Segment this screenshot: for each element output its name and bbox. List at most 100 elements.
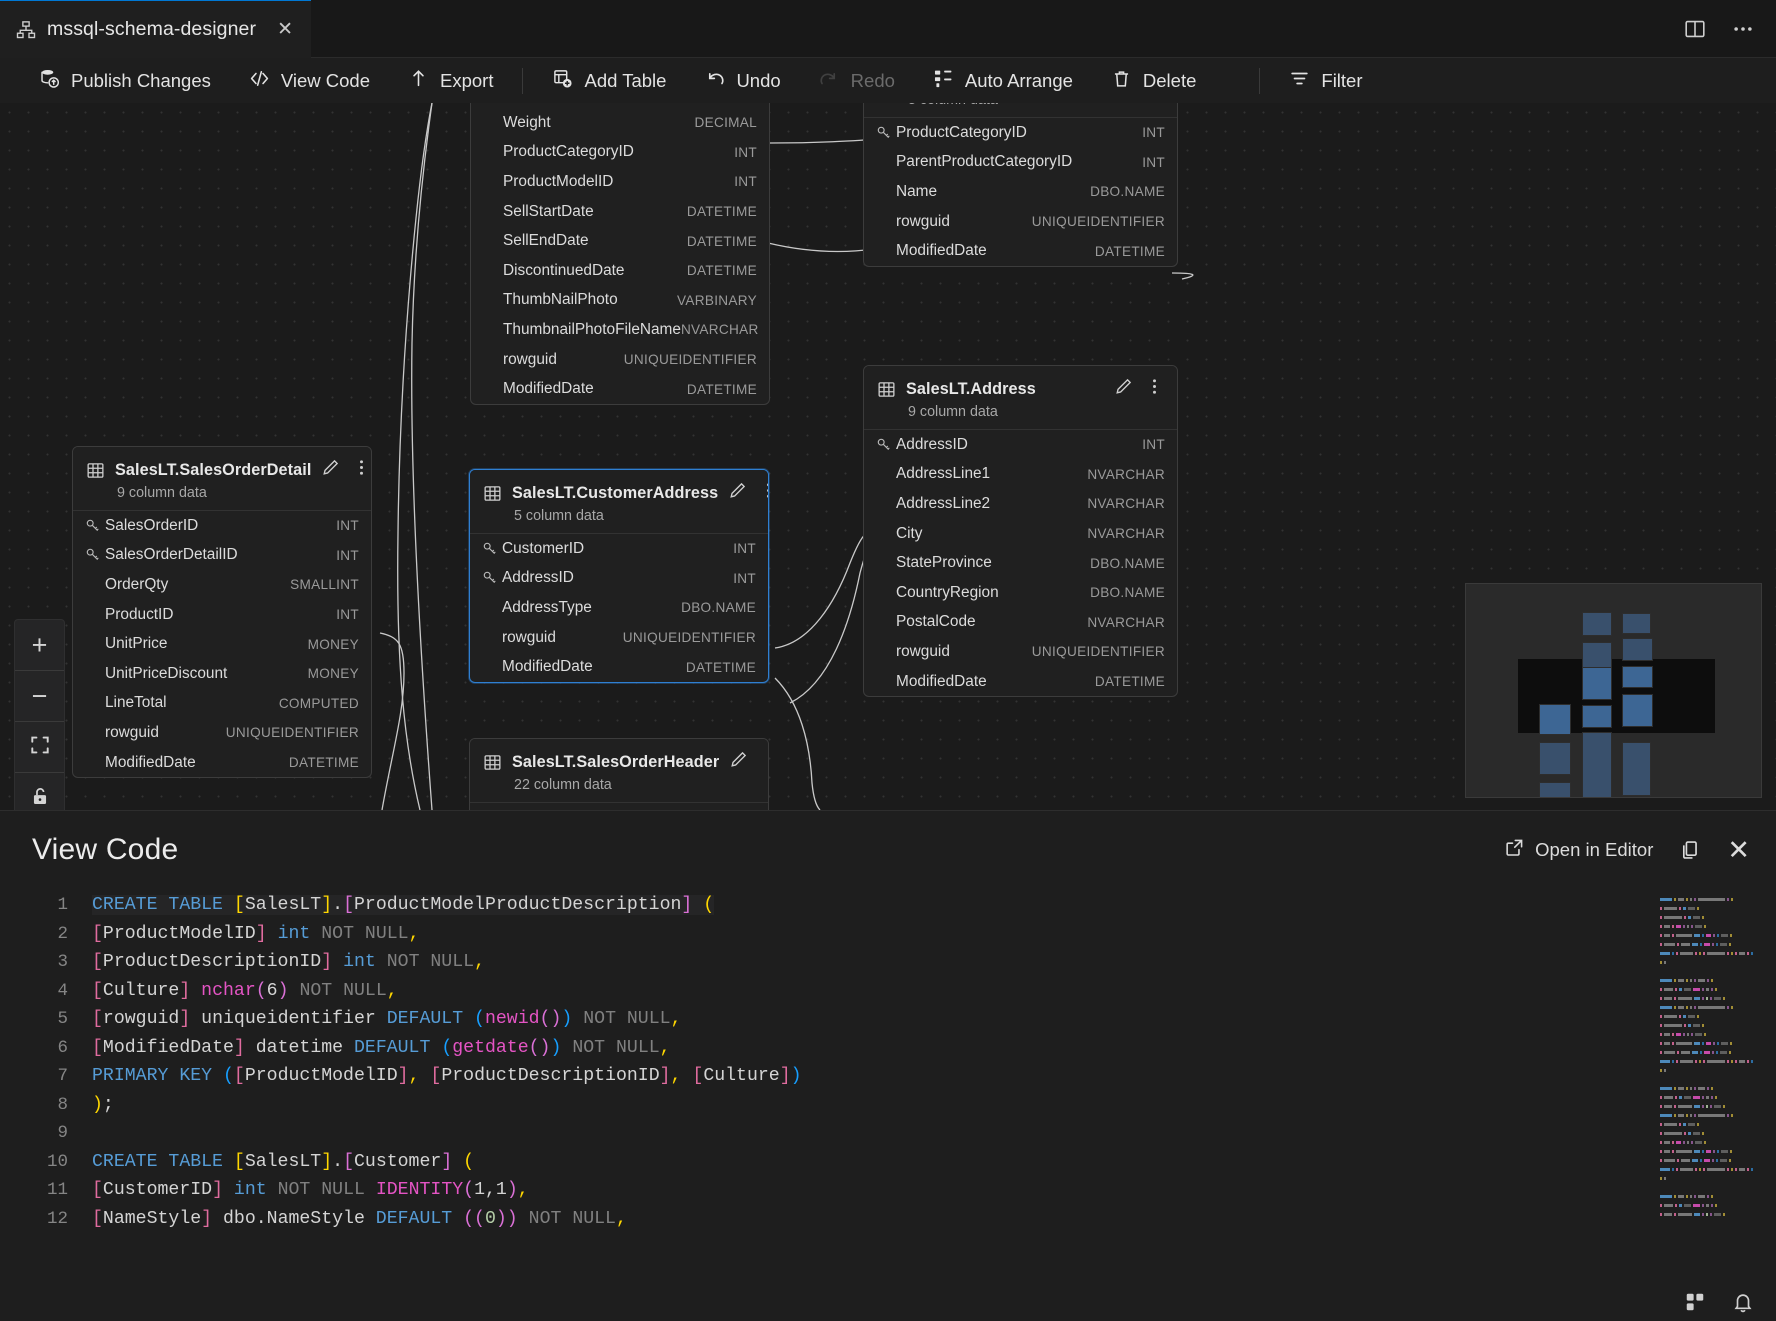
close-panel-button[interactable]: ✕ bbox=[1727, 834, 1750, 865]
extension-icon[interactable] bbox=[1684, 1291, 1706, 1313]
table-column-row[interactable]: ProductCategoryID INT bbox=[471, 138, 769, 168]
table-node-header[interactable]: 5 column data bbox=[864, 103, 1177, 117]
close-icon[interactable]: ✕ bbox=[277, 19, 294, 40]
table-column-row[interactable]: ProductModelID INT bbox=[471, 167, 769, 197]
column-type: DATETIME bbox=[686, 263, 757, 279]
table-node-header[interactable]: SalesLT.Address 9 column data bbox=[864, 366, 1177, 429]
table-column-row[interactable]: AddressID INT bbox=[864, 430, 1177, 460]
edit-icon[interactable] bbox=[1114, 377, 1133, 401]
table-column-row[interactable]: AddressLine1 NVARCHAR bbox=[864, 460, 1177, 490]
table-node-address[interactable]: SalesLT.Address 9 column data AddressID I… bbox=[863, 365, 1178, 698]
table-column-row[interactable]: CustomerID INT bbox=[470, 534, 768, 564]
table-column-row[interactable]: ModifiedDate DATETIME bbox=[73, 748, 371, 778]
bell-icon[interactable] bbox=[1732, 1291, 1754, 1313]
code-line[interactable]: 9 bbox=[0, 1123, 1776, 1152]
table-column-row[interactable]: ThumbNailPhoto VARBINARY bbox=[471, 286, 769, 316]
table-column-row[interactable]: rowguid UNIQUEIDENTIFIER bbox=[864, 637, 1177, 667]
table-column-row[interactable]: PostalCode NVARCHAR bbox=[864, 608, 1177, 638]
code-line[interactable]: 6 [ModifiedDate] datetime DEFAULT (getdat… bbox=[0, 1038, 1776, 1067]
table-node-salesorderdetail[interactable]: SalesLT.SalesOrderDetail 9 column data S… bbox=[72, 446, 372, 779]
view-code-button[interactable]: View Code bbox=[230, 58, 389, 103]
code-line[interactable]: 5 [rowguid] uniqueidentifier DEFAULT (new… bbox=[0, 1009, 1776, 1038]
code-line[interactable]: 2 [ProductModelID] int NOT NULL, bbox=[0, 924, 1776, 953]
table-column-row[interactable]: UnitPrice MONEY bbox=[73, 629, 371, 659]
table-column-row[interactable]: SellEndDate DATETIME bbox=[471, 226, 769, 256]
edit-icon[interactable] bbox=[728, 481, 747, 505]
table-column-row[interactable]: ModifiedDate DATETIME bbox=[864, 236, 1177, 266]
table-column-row[interactable]: StateProvince DBO.NAME bbox=[864, 548, 1177, 578]
table-column-row[interactable]: rowguid UNIQUEIDENTIFIER bbox=[73, 718, 371, 748]
table-column-row[interactable]: UnitPriceDiscount MONEY bbox=[73, 659, 371, 689]
table-column-row[interactable]: ParentProductCategoryID INT bbox=[864, 148, 1177, 178]
table-column-row[interactable]: AddressLine2 NVARCHAR bbox=[864, 489, 1177, 519]
table-column-row[interactable]: OrderQty SMALLINT bbox=[73, 570, 371, 600]
table-node-product[interactable]: Weight DECIMAL ProductCategoryID INT Produ… bbox=[470, 103, 770, 405]
export-button[interactable]: Export bbox=[389, 58, 512, 103]
table-node-header[interactable]: SalesLT.CustomerAddress 5 column data bbox=[470, 470, 768, 533]
code-line[interactable]: 8); bbox=[0, 1095, 1776, 1124]
table-column-row[interactable]: rowguid UNIQUEIDENTIFIER bbox=[470, 623, 768, 653]
table-node-customeraddress[interactable]: SalesLT.CustomerAddress 5 column data Cu… bbox=[469, 469, 769, 683]
table-column-row[interactable]: SellStartDate DATETIME bbox=[471, 197, 769, 227]
table-node-header[interactable]: SalesLT.SalesOrderDetail 9 column data bbox=[73, 447, 371, 510]
schema-canvas[interactable]: + − bbox=[0, 103, 1776, 810]
table-column-row[interactable]: City NVARCHAR bbox=[864, 519, 1177, 549]
lock-canvas-button[interactable] bbox=[15, 773, 64, 810]
table-column-row[interactable]: Name DBO.NAME bbox=[864, 177, 1177, 207]
zoom-in-button[interactable]: + bbox=[15, 620, 64, 671]
table-column-row[interactable]: DiscontinuedDate DATETIME bbox=[471, 256, 769, 286]
table-column-row[interactable]: ModifiedDate DATETIME bbox=[470, 652, 768, 682]
code-editor[interactable]: 1 CREATE TABLE [SalesLT].[ProductModelPro… bbox=[0, 889, 1776, 1237]
open-in-editor-button[interactable]: Open in Editor bbox=[1504, 837, 1653, 863]
edit-icon[interactable] bbox=[321, 458, 340, 482]
table-more-icon[interactable] bbox=[1145, 377, 1164, 401]
table-node-productcategory[interactable]: 5 column data ProductCategoryID INT Paren… bbox=[863, 103, 1178, 267]
table-more-icon[interactable] bbox=[352, 458, 371, 482]
fit-to-screen-button[interactable] bbox=[15, 722, 64, 773]
undo-button[interactable]: Undo bbox=[685, 58, 799, 103]
table-node-header[interactable]: SalesLT.SalesOrderHeader 22 column data bbox=[470, 739, 768, 802]
code-minimap[interactable] bbox=[1656, 895, 1768, 1216]
publish-changes-button[interactable]: Publish Changes bbox=[20, 58, 230, 103]
table-column-row[interactable]: ProductCategoryID INT bbox=[864, 118, 1177, 148]
split-editor-icon[interactable] bbox=[1684, 18, 1706, 40]
more-actions-icon[interactable] bbox=[1732, 18, 1754, 40]
code-line[interactable]: 12 [NameStyle] dbo.NameStyle DEFAULT ((0)… bbox=[0, 1209, 1776, 1238]
filter-button[interactable]: Filter bbox=[1270, 58, 1381, 103]
table-column-row[interactable]: AddressID INT bbox=[470, 564, 768, 594]
table-more-icon[interactable] bbox=[760, 750, 768, 774]
canvas-minimap[interactable] bbox=[1465, 583, 1762, 798]
table-column-row[interactable]: ModifiedDate DATETIME bbox=[864, 667, 1177, 697]
copy-code-button[interactable] bbox=[1679, 839, 1701, 861]
table-column-row[interactable]: rowguid UNIQUEIDENTIFIER bbox=[471, 345, 769, 375]
table-column-row[interactable]: LineTotal COMPUTED bbox=[73, 689, 371, 719]
redo-button[interactable]: Redo bbox=[800, 58, 914, 103]
table-column-row[interactable]: rowguid UNIQUEIDENTIFIER bbox=[864, 207, 1177, 237]
table-column-row[interactable]: ProductID INT bbox=[73, 600, 371, 630]
code-line[interactable]: 4 [Culture] nchar(6) NOT NULL, bbox=[0, 981, 1776, 1010]
table-column-row[interactable]: ModifiedDate DATETIME bbox=[471, 374, 769, 404]
editor-tab-schema-designer[interactable]: mssql-schema-designer ✕ bbox=[0, 0, 312, 58]
table-column-row[interactable]: Weight DECIMAL bbox=[471, 108, 769, 138]
zoom-out-button[interactable]: − bbox=[15, 671, 64, 722]
toolbar-divider-1 bbox=[522, 67, 524, 94]
code-line[interactable]: 3 [ProductDescriptionID] int NOT NULL, bbox=[0, 952, 1776, 981]
table-column-row[interactable]: SalesOrderDetailID INT bbox=[73, 541, 371, 571]
add-table-button[interactable]: Add Table bbox=[533, 58, 685, 103]
code-line[interactable]: 7 PRIMARY KEY ([ProductModelID], [Product… bbox=[0, 1066, 1776, 1095]
table-column-row[interactable]: AddressType DBO.NAME bbox=[470, 593, 768, 623]
edit-icon[interactable] bbox=[729, 750, 748, 774]
undo-icon bbox=[704, 68, 725, 94]
table-column-row[interactable]: ThumbnailPhotoFileName NVARCHAR bbox=[471, 315, 769, 345]
table-node-salesorderheader[interactable]: SalesLT.SalesOrderHeader 22 column data … bbox=[469, 738, 769, 810]
code-line[interactable]: 1 CREATE TABLE [SalesLT].[ProductModelPro… bbox=[0, 895, 1776, 924]
auto-arrange-button[interactable]: Auto Arrange bbox=[914, 58, 1092, 103]
column-type: INT bbox=[733, 570, 756, 586]
table-column-row[interactable]: CountryRegion DBO.NAME bbox=[864, 578, 1177, 608]
table-more-icon[interactable] bbox=[759, 481, 768, 505]
delete-button[interactable]: Delete bbox=[1092, 58, 1215, 103]
code-line[interactable]: 10 CREATE TABLE [SalesLT].[Customer] ( bbox=[0, 1152, 1776, 1181]
code-line[interactable]: 11 [CustomerID] int NOT NULL IDENTITY(1,1… bbox=[0, 1180, 1776, 1209]
